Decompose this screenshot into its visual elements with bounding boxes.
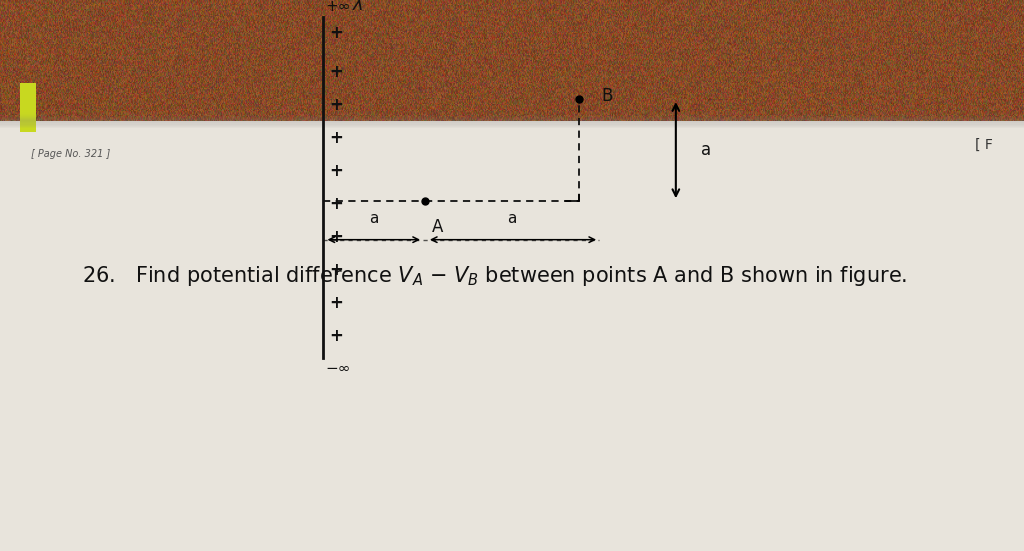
Text: [ Page No. 321 ]: [ Page No. 321 ] (31, 149, 110, 159)
Text: [ F: [ F (976, 138, 993, 152)
Bar (0, 120, 1024, 128)
Text: +: + (329, 63, 343, 80)
Bar (20, 83, 36, 132)
Text: +: + (329, 96, 343, 114)
Text: −∞: −∞ (326, 361, 351, 376)
Bar (0, 119, 1024, 127)
Text: a: a (701, 141, 712, 159)
Text: +: + (329, 24, 343, 42)
Bar (0, 112, 1024, 120)
Bar (0, 121, 1024, 551)
Text: +: + (329, 195, 343, 213)
Text: +∞: +∞ (326, 0, 351, 14)
Text: a: a (369, 211, 379, 226)
Bar (0, 115, 1024, 122)
Text: B: B (601, 88, 612, 105)
Bar (0, 114, 1024, 121)
Text: λ: λ (353, 0, 364, 14)
Bar (0, 117, 1024, 125)
Bar (0, 116, 1024, 123)
Text: a: a (507, 211, 517, 226)
Text: +: + (329, 327, 343, 345)
Text: A: A (431, 218, 443, 236)
Bar (0, 118, 1024, 126)
Bar (0, 0, 1024, 121)
Text: +: + (329, 294, 343, 312)
Text: +: + (329, 228, 343, 246)
Text: +: + (329, 162, 343, 180)
Text: +: + (329, 261, 343, 279)
Text: +: + (329, 129, 343, 147)
Text: 26.   Find potential difference $V_A$ − $V_B$ between points A and B shown in fi: 26. Find potential difference $V_A$ − $V… (82, 264, 907, 289)
